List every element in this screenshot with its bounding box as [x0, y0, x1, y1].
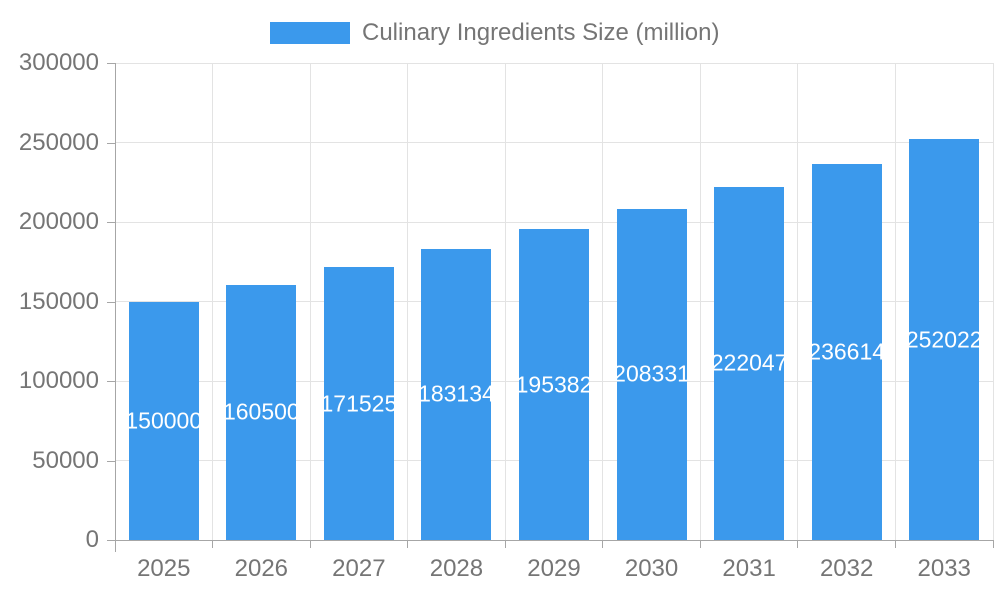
v-gridline	[407, 63, 409, 540]
x-axis-line	[107, 539, 993, 541]
x-axis-category-label: 2026	[234, 555, 289, 582]
bar-value-label: 150000	[128, 407, 199, 434]
y-axis-tick-label: 0	[85, 526, 99, 553]
v-gridline	[797, 63, 799, 540]
y-axis-tick-mark	[107, 63, 115, 64]
bar-value-label: 183134	[421, 380, 492, 407]
x-axis-tick-mark	[992, 540, 994, 548]
bar-2032: 236614	[811, 163, 882, 540]
x-axis-tick-mark	[309, 540, 311, 548]
bar-value-label: 195382	[519, 371, 589, 398]
bar-2031: 222047	[714, 186, 785, 540]
x-axis-tick-mark	[602, 540, 604, 548]
x-axis-tick-mark	[699, 540, 701, 548]
v-gridline	[309, 63, 311, 540]
h-gridline	[115, 62, 993, 64]
y-axis-tick-mark	[107, 381, 115, 382]
y-axis-line	[114, 63, 116, 552]
h-gridline	[115, 142, 993, 143]
y-axis-tick-mark	[107, 540, 115, 541]
bar-value-label: 252022	[909, 326, 980, 353]
bar-value-label: 222047	[714, 349, 785, 376]
x-axis-category-label: 2027	[332, 555, 386, 582]
v-gridline	[212, 63, 214, 540]
v-gridline	[602, 63, 604, 540]
x-axis-category-label: 2030	[624, 555, 679, 582]
x-axis-category-label: 2033	[917, 555, 971, 582]
x-axis-tick-mark	[894, 540, 896, 548]
bar-2028: 183134	[421, 248, 492, 540]
bar-value-label: 171525	[323, 390, 394, 417]
y-axis-tick-label: 150000	[18, 287, 99, 315]
y-axis-tick-label: 200000	[18, 208, 99, 235]
legend-label: Culinary Ingredients Size (million)	[362, 19, 720, 46]
bar-2027: 171525	[323, 267, 394, 540]
x-axis-tick-mark	[797, 540, 799, 548]
y-axis-tick-label: 50000	[32, 446, 99, 474]
y-axis-tick-mark	[107, 301, 115, 303]
bar-value-label: 208331	[616, 360, 687, 387]
y-axis-tick-label: 250000	[18, 128, 99, 156]
v-gridline	[699, 63, 701, 540]
bar-value-label: 160500	[226, 398, 297, 425]
bar-2025: 150000	[128, 301, 199, 540]
x-axis-tick-mark	[407, 540, 409, 548]
bar-2030: 208331	[616, 208, 687, 540]
x-axis-category-label: 2025	[137, 555, 191, 582]
y-axis-tick-mark	[107, 222, 115, 223]
h-gridline	[115, 221, 993, 223]
v-gridline	[504, 63, 506, 540]
y-axis-tick-label: 300000	[18, 49, 99, 76]
x-axis-category-label: 2031	[722, 555, 776, 582]
bar-2033: 252022	[909, 139, 980, 540]
x-axis-category-label: 2029	[527, 555, 581, 582]
v-gridline	[992, 63, 994, 540]
x-axis-category-label: 2028	[429, 555, 484, 582]
y-axis-tick-mark	[107, 460, 115, 462]
x-axis-tick-mark	[212, 540, 214, 548]
bar-2029: 195382	[519, 229, 589, 540]
legend-swatch	[270, 22, 350, 44]
y-axis-tick-label: 100000	[18, 367, 99, 394]
y-axis-tick-mark	[107, 142, 115, 144]
bar-2026: 160500	[226, 284, 297, 540]
bar-value-label: 236614	[811, 338, 882, 365]
v-gridline	[894, 63, 896, 540]
x-axis-category-label: 2032	[819, 555, 874, 582]
x-axis-tick-mark	[504, 540, 506, 548]
